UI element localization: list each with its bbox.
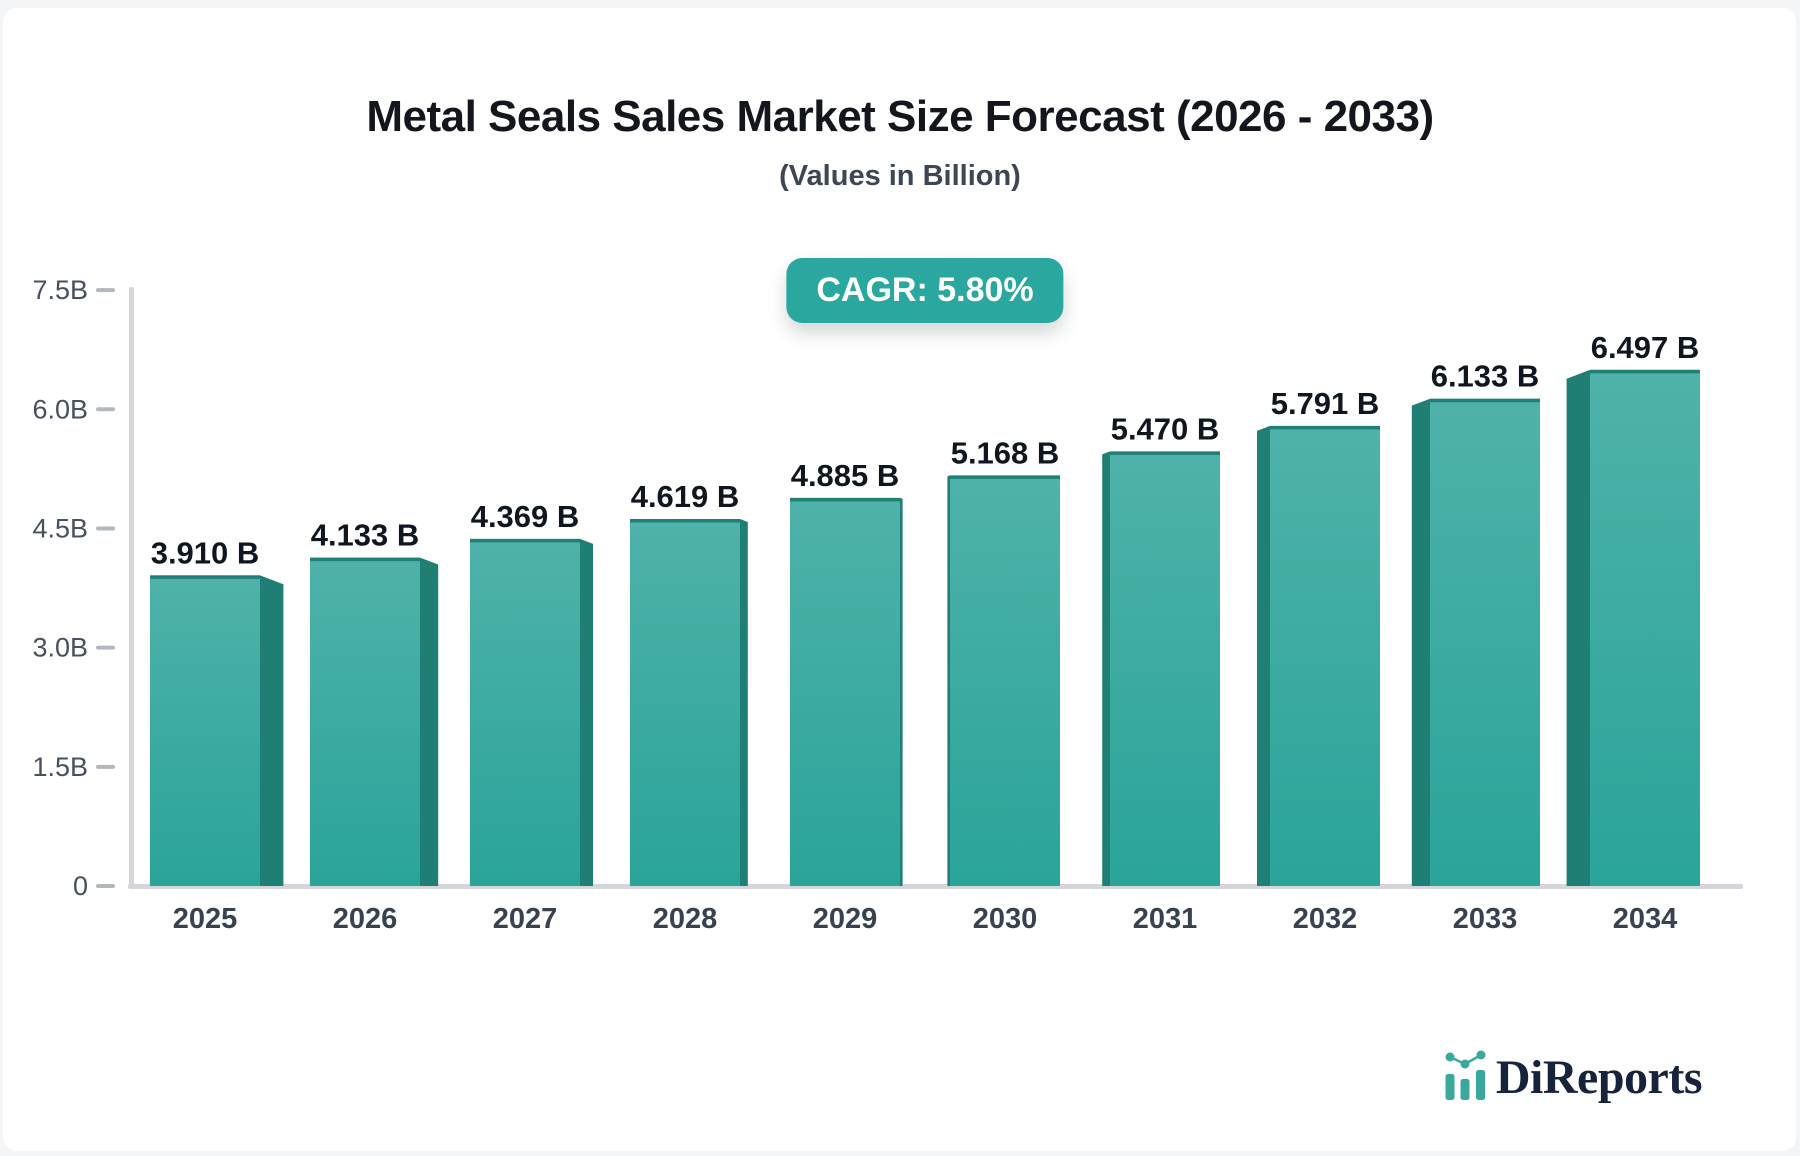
bar-side-face — [740, 519, 748, 886]
chart-subtitle: (Values in Billion) — [779, 160, 1021, 192]
y-tick-label: 1.5B — [32, 752, 88, 782]
y-tick-label: 7.5B — [32, 275, 88, 305]
direports-logo: DiReports — [1444, 1048, 1703, 1104]
bar-value-label: 5.791 B — [1271, 386, 1380, 421]
y-tick-dash — [96, 407, 115, 412]
y-tick-label: 4.5B — [32, 513, 88, 543]
bar-side-face — [1566, 369, 1590, 886]
x-axis-label: 2028 — [653, 903, 718, 935]
bar — [150, 575, 260, 886]
bar-side-face — [1411, 398, 1430, 886]
bar-top-edge — [1590, 369, 1700, 374]
x-axis-label: 2030 — [973, 903, 1038, 935]
x-axis-label: 2029 — [813, 903, 878, 935]
y-tick-label: 0 — [73, 871, 88, 901]
bar-top-edge — [950, 475, 1060, 479]
bar — [310, 557, 420, 886]
bar — [1590, 369, 1700, 886]
bar-top-edge — [470, 538, 580, 543]
bar-side-face — [1257, 425, 1270, 886]
bar-value-label: 5.168 B — [951, 435, 1060, 470]
bar-top-edge — [150, 575, 260, 579]
y-tick-dash — [96, 764, 115, 769]
bar-value-label: 5.470 B — [1111, 411, 1220, 446]
bar-value-label: 3.910 B — [151, 535, 260, 570]
cagr-badge: CAGR: 5.80% — [786, 258, 1064, 323]
bar-value-label: 4.619 B — [631, 479, 740, 514]
bar-side-face — [1102, 451, 1110, 886]
bar-top-edge — [1110, 451, 1220, 455]
bar-top-edge — [790, 497, 900, 502]
chart-title: Metal Seals Sales Market Size Forecast (… — [366, 92, 1434, 141]
bar-value-label: 6.497 B — [1591, 330, 1700, 365]
y-tick-dash — [96, 884, 115, 888]
y-tick-dash — [96, 526, 115, 531]
y-tick-dash — [96, 645, 115, 650]
bar-top-edge — [1270, 425, 1380, 430]
bar-value-label: 4.885 B — [791, 458, 900, 493]
bar — [630, 519, 740, 886]
bar-value-label: 6.133 B — [1431, 359, 1540, 394]
bar-chart-logo-icon — [1445, 1050, 1486, 1100]
bar-top-edge — [630, 519, 740, 523]
y-tick-label: 3.0B — [32, 633, 88, 663]
bar-side-face — [260, 575, 284, 886]
bar-value-label: 4.369 B — [471, 499, 580, 534]
bar-side-face — [947, 475, 950, 886]
bar-top-edge — [1430, 398, 1540, 403]
bar — [950, 475, 1060, 886]
y-axis-line — [129, 287, 134, 888]
x-axis-label: 2026 — [333, 903, 398, 935]
bar-side-face — [580, 538, 593, 886]
logo-text: DiReports — [1495, 1050, 1703, 1104]
bar-side-face — [900, 497, 903, 886]
bar — [1430, 398, 1540, 886]
bar — [790, 497, 900, 886]
bar — [1270, 425, 1380, 886]
x-axis-label: 2034 — [1613, 903, 1678, 935]
bar-side-face — [420, 557, 439, 886]
bar-top-edge — [310, 557, 420, 562]
bar — [1110, 451, 1220, 886]
bar — [470, 538, 580, 886]
x-axis-label: 2025 — [173, 903, 238, 935]
x-axis-label: 2027 — [493, 903, 558, 935]
x-axis-label: 2033 — [1453, 903, 1518, 935]
bar-value-label: 4.133 B — [311, 518, 420, 553]
x-axis-label: 2032 — [1293, 903, 1358, 935]
y-tick-label: 6.0B — [32, 394, 88, 424]
y-tick-dash — [96, 288, 115, 293]
x-axis-label: 2031 — [1133, 903, 1198, 935]
